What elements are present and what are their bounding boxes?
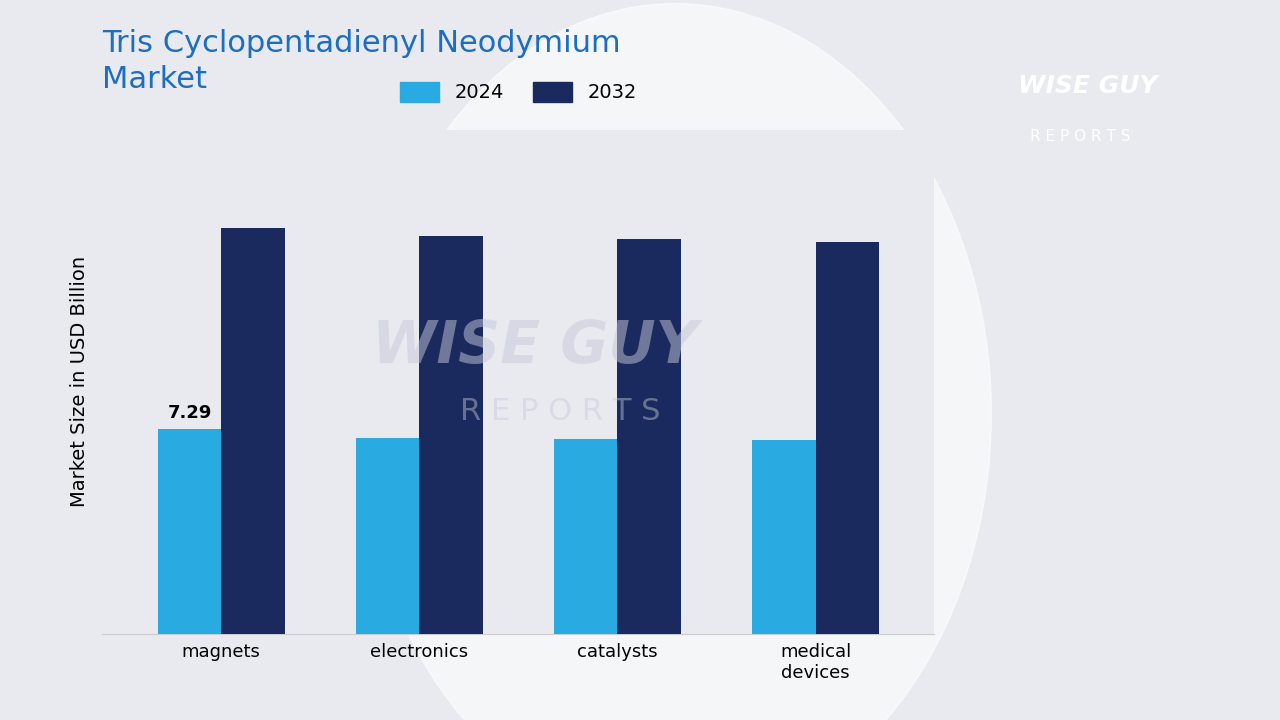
Text: WISE GUY: WISE GUY (372, 318, 698, 375)
Y-axis label: Market Size in USD Billion: Market Size in USD Billion (69, 256, 88, 507)
Circle shape (358, 4, 992, 720)
Bar (815, 242, 879, 634)
Bar (157, 429, 221, 634)
Legend: 2024, 2032: 2024, 2032 (392, 74, 645, 110)
Text: R E P O R T S: R E P O R T S (1030, 130, 1132, 144)
Text: WISE GUY: WISE GUY (1018, 74, 1157, 99)
Bar (221, 228, 284, 634)
Bar (356, 438, 420, 634)
Text: 7.29: 7.29 (168, 405, 211, 423)
Text: Tris Cyclopentadienyl Neodymium
Market: Tris Cyclopentadienyl Neodymium Market (102, 29, 621, 94)
Text: R E P O R T S: R E P O R T S (460, 397, 660, 426)
Bar (554, 439, 617, 634)
Bar (753, 441, 815, 634)
Bar (617, 239, 681, 634)
Bar (420, 236, 483, 634)
